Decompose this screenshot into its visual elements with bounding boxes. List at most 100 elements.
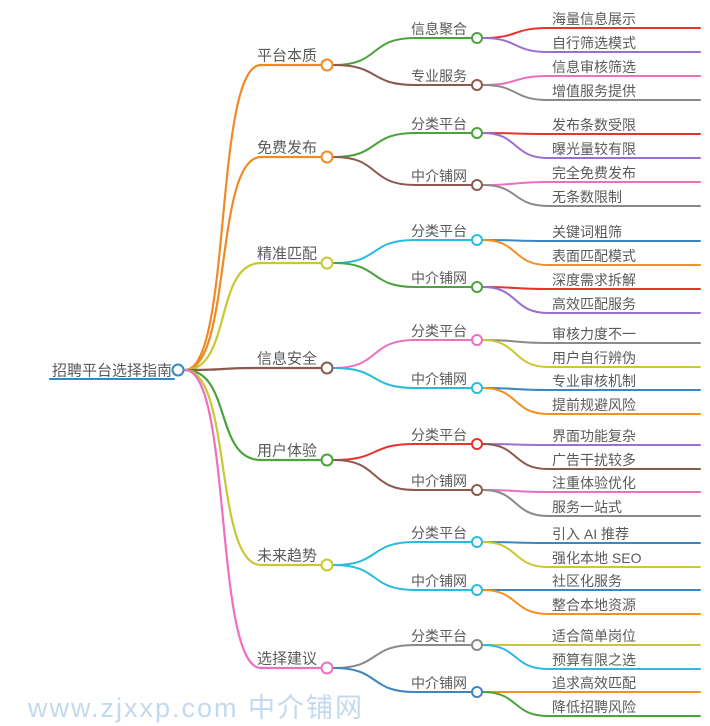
edge-branch-child-3-1 <box>333 367 416 389</box>
edge-child-leaf-4-0-1 <box>482 443 549 470</box>
leaf-label-6-1-0[interactable]: 追求高效匹配 <box>552 675 636 691</box>
leaf-label-5-1-1[interactable]: 整合本地资源 <box>552 597 636 613</box>
subbranch-node-2-0[interactable] <box>471 234 483 246</box>
leaf-label-0-0-0[interactable]: 海量信息展示 <box>552 11 636 27</box>
subbranch-label-0-0[interactable]: 信息聚合 <box>411 21 467 37</box>
leaf-label-5-0-1[interactable]: 强化本地 SEO <box>552 550 642 566</box>
branch-node-4[interactable] <box>320 453 334 467</box>
branch-label-4[interactable]: 用户体验 <box>256 442 317 460</box>
branch-label-0[interactable]: 平台本质 <box>256 47 317 65</box>
edge-child-leaf-4-1-1 <box>482 489 549 517</box>
edge-branch-child-2-1 <box>333 262 416 288</box>
edge-branch-child-5-1 <box>333 564 416 591</box>
leaf-label-1-0-0[interactable]: 发布条数受限 <box>552 117 636 133</box>
subbranch-node-3-0[interactable] <box>471 334 483 346</box>
branch-node-6[interactable] <box>320 661 334 675</box>
edge-root-branch-6 <box>183 368 263 670</box>
edge-child-leaf-0-1-0 <box>482 75 549 86</box>
subbranch-label-4-0[interactable]: 分类平台 <box>411 427 467 443</box>
edge-child-leaf-0-1-1 <box>482 84 549 101</box>
edge-child-leaf-0-0-0 <box>482 27 549 39</box>
subbranch-label-1-1[interactable]: 中介铺网 <box>411 168 467 184</box>
subbranch-label-3-1[interactable]: 中介铺网 <box>411 371 467 387</box>
edge-branch-child-4-1 <box>333 459 416 491</box>
branch-node-2[interactable] <box>320 256 334 270</box>
branch-label-6[interactable]: 选择建议 <box>256 650 317 668</box>
leaf-label-5-0-0[interactable]: 引入 AI 推荐 <box>552 526 630 542</box>
subbranch-node-3-1[interactable] <box>471 382 483 394</box>
subbranch-label-4-1[interactable]: 中介铺网 <box>411 473 467 489</box>
leaf-label-3-0-1[interactable]: 用户自行辨伪 <box>552 350 636 366</box>
edge-branch-child-0-0 <box>333 37 416 66</box>
edge-branch-child-4-0 <box>333 443 416 461</box>
branch-node-3[interactable] <box>320 361 334 375</box>
leaf-label-4-0-0[interactable]: 界面功能复杂 <box>552 428 636 444</box>
subbranch-label-6-1[interactable]: 中介铺网 <box>411 675 467 691</box>
subbranch-node-2-1[interactable] <box>471 281 483 293</box>
subbranch-label-5-0[interactable]: 分类平台 <box>411 525 467 541</box>
branch-label-1[interactable]: 免费发布 <box>256 139 317 157</box>
leaf-label-1-0-1[interactable]: 曝光量较有限 <box>552 141 636 157</box>
edge-child-leaf-0-0-1 <box>482 37 549 53</box>
leaf-label-4-0-1[interactable]: 广告干扰较多 <box>552 452 636 468</box>
subbranch-node-5-1[interactable] <box>471 584 483 596</box>
root-node[interactable] <box>171 363 185 377</box>
branch-node-0[interactable] <box>320 58 334 72</box>
leaf-label-2-1-0[interactable]: 深度需求拆解 <box>552 272 636 288</box>
leaf-label-0-0-1[interactable]: 自行筛选模式 <box>552 35 636 51</box>
root-label[interactable]: 招聘平台选择指南 <box>51 362 172 380</box>
leaf-label-6-1-1[interactable]: 降低招聘风险 <box>552 699 636 715</box>
subbranch-node-6-1[interactable] <box>471 686 483 698</box>
leaf-label-2-0-0[interactable]: 关键词粗筛 <box>552 224 622 240</box>
branch-node-1[interactable] <box>320 150 334 164</box>
subbranch-label-1-0[interactable]: 分类平台 <box>411 116 467 132</box>
subbranch-label-0-1[interactable]: 专业服务 <box>411 68 467 84</box>
edge-branch-child-6-0 <box>333 644 416 669</box>
leaf-label-3-1-1[interactable]: 提前规避风险 <box>552 397 636 413</box>
subbranch-node-0-0[interactable] <box>471 32 483 44</box>
leaf-label-4-1-1[interactable]: 服务一站式 <box>552 499 622 515</box>
edge-child-leaf-1-0-1 <box>482 132 549 159</box>
leaf-label-6-0-1[interactable]: 预算有限之选 <box>552 652 636 668</box>
leaf-label-1-1-0[interactable]: 完全免费发布 <box>552 165 636 181</box>
leaf-label-6-0-0[interactable]: 适合简单岗位 <box>552 628 636 644</box>
leaf-label-4-1-0[interactable]: 注重体验优化 <box>552 475 636 491</box>
edge-root-branch-1 <box>183 155 263 372</box>
leaf-label-3-1-0[interactable]: 专业审核机制 <box>552 373 636 389</box>
edge-branch-child-1-1 <box>333 156 416 186</box>
leaf-label-3-0-0[interactable]: 审核力度不一 <box>552 326 636 342</box>
subbranch-label-2-0[interactable]: 分类平台 <box>411 223 467 239</box>
edge-child-leaf-2-0-1 <box>482 239 549 266</box>
leaf-label-5-1-0[interactable]: 社区化服务 <box>552 573 622 589</box>
branch-label-3[interactable]: 信息安全 <box>256 350 317 368</box>
leaf-label-1-1-1[interactable]: 无条数限制 <box>552 189 622 205</box>
subbranch-node-1-1[interactable] <box>471 179 483 191</box>
branch-node-5[interactable] <box>320 558 334 572</box>
subbranch-node-1-0[interactable] <box>471 127 483 139</box>
edge-root-branch-4 <box>183 368 263 462</box>
subbranch-node-6-0[interactable] <box>471 639 483 651</box>
leaf-label-0-1-1[interactable]: 增值服务提供 <box>552 83 636 99</box>
edge-branch-child-1-0 <box>333 132 416 158</box>
subbranch-label-5-1[interactable]: 中介铺网 <box>411 573 467 589</box>
edge-child-leaf-3-1-1 <box>482 387 549 415</box>
subbranch-node-4-1[interactable] <box>471 484 483 496</box>
leaf-label-2-0-1[interactable]: 表面匹配模式 <box>552 248 636 264</box>
leaf-label-2-1-1[interactable]: 高效匹配服务 <box>552 296 636 312</box>
subbranch-label-2-1[interactable]: 中介铺网 <box>411 270 467 286</box>
edge-branch-child-2-0 <box>333 239 416 264</box>
leaf-label-0-1-0[interactable]: 信息审核筛选 <box>552 59 636 75</box>
subbranch-node-4-0[interactable] <box>471 438 483 450</box>
subbranch-label-6-0[interactable]: 分类平台 <box>411 628 467 644</box>
branch-label-5[interactable]: 未来趋势 <box>256 547 317 565</box>
edge-child-leaf-1-1-1 <box>482 184 549 207</box>
subbranch-label-3-0[interactable]: 分类平台 <box>411 323 467 339</box>
branch-label-2[interactable]: 精准匹配 <box>256 245 317 263</box>
edge-branch-child-5-0 <box>333 541 416 566</box>
subbranch-node-0-1[interactable] <box>471 79 483 91</box>
edge-root-branch-0 <box>183 63 263 372</box>
subbranch-node-5-0[interactable] <box>471 536 483 548</box>
edge-branch-child-6-1 <box>333 667 416 693</box>
edge-child-leaf-2-1-1 <box>482 286 549 314</box>
